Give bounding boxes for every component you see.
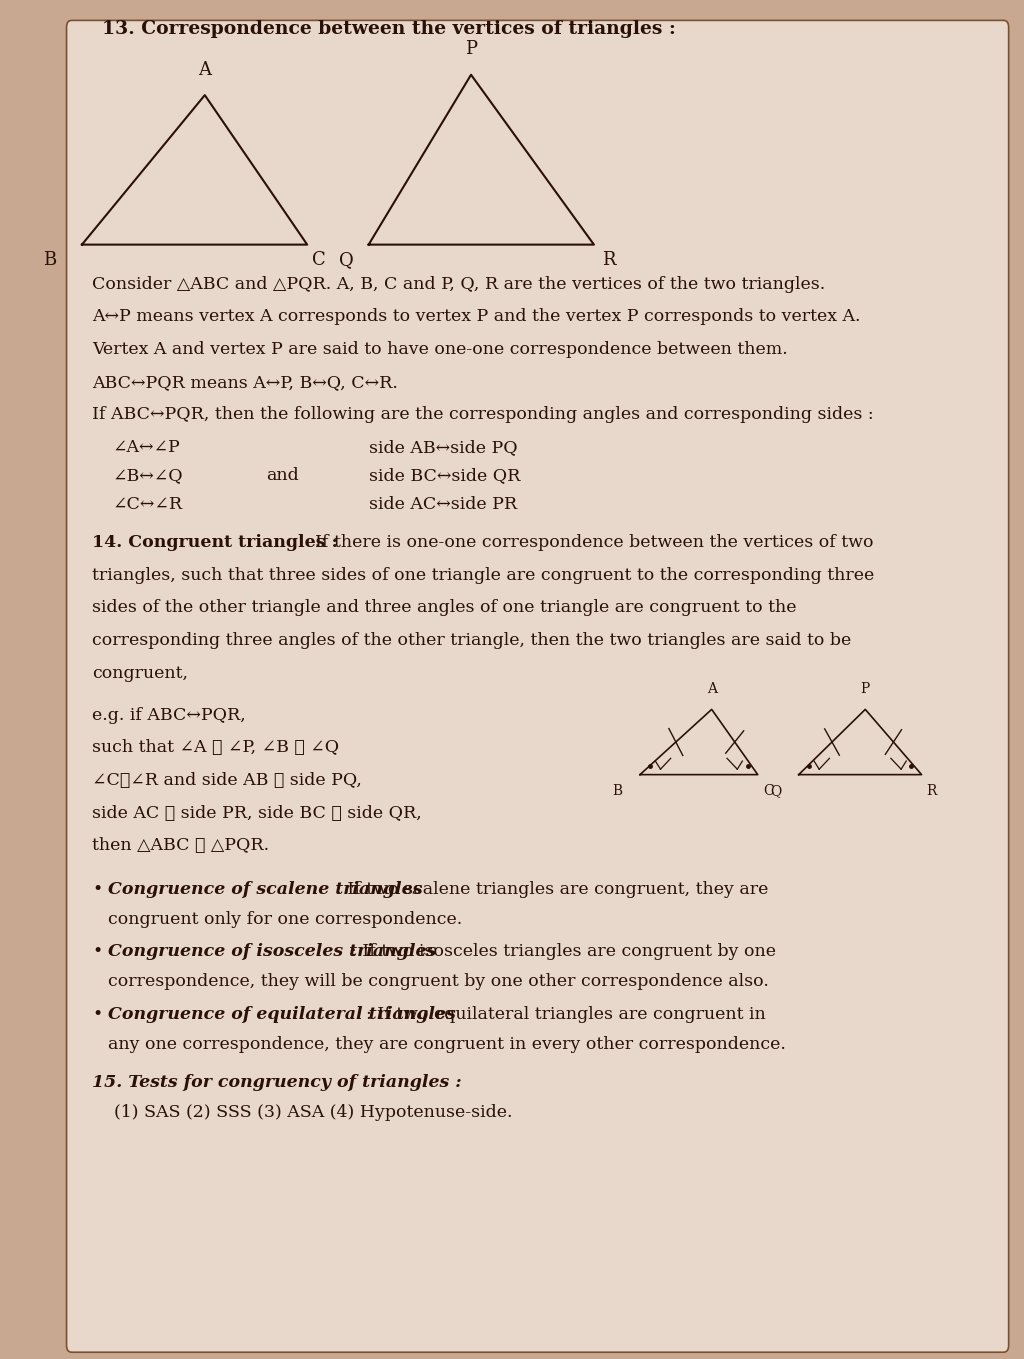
- Text: side AC↔side PR: side AC↔side PR: [369, 496, 517, 514]
- Text: ABC↔PQR means A↔P, B↔Q, C↔R.: ABC↔PQR means A↔P, B↔Q, C↔R.: [92, 374, 398, 391]
- Text: : If two equilateral triangles are congruent in: : If two equilateral triangles are congr…: [366, 1006, 765, 1023]
- Text: •: •: [92, 1006, 102, 1023]
- Text: Congruence of isosceles triangles: Congruence of isosceles triangles: [108, 943, 436, 961]
- Text: If ABC↔PQR, then the following are the corresponding angles and corresponding si: If ABC↔PQR, then the following are the c…: [92, 406, 873, 424]
- Text: : If two isosceles triangles are congruent by one: : If two isosceles triangles are congrue…: [351, 943, 776, 961]
- Text: ∠A↔∠P: ∠A↔∠P: [113, 439, 180, 457]
- Text: side AC ≅ side PR, side BC ≅ side QR,: side AC ≅ side PR, side BC ≅ side QR,: [92, 805, 422, 822]
- Text: Q: Q: [770, 784, 781, 798]
- Text: : If two scalene triangles are congruent, they are: : If two scalene triangles are congruent…: [336, 881, 768, 898]
- Text: congruent,: congruent,: [92, 665, 188, 682]
- Text: (1) SAS (2) SSS (3) ASA (4) Hypotenuse-side.: (1) SAS (2) SSS (3) ASA (4) Hypotenuse-s…: [92, 1104, 513, 1121]
- Text: A: A: [707, 682, 717, 696]
- Text: side BC↔side QR: side BC↔side QR: [369, 467, 520, 485]
- Text: •: •: [92, 881, 102, 898]
- Text: sides of the other triangle and three angles of one triangle are congruent to th: sides of the other triangle and three an…: [92, 599, 797, 617]
- Text: C: C: [312, 251, 326, 269]
- Text: and: and: [266, 467, 299, 485]
- Text: triangles, such that three sides of one triangle are congruent to the correspond: triangles, such that three sides of one …: [92, 567, 874, 584]
- Text: ∠C↔∠R: ∠C↔∠R: [113, 496, 182, 514]
- Text: Congruence of equilateral triangles: Congruence of equilateral triangles: [108, 1006, 456, 1023]
- Text: 15. Tests for congruency of triangles :: 15. Tests for congruency of triangles :: [92, 1074, 462, 1091]
- Text: Congruence of scalene triangles: Congruence of scalene triangles: [108, 881, 422, 898]
- Text: e.g. if ABC↔PQR,: e.g. if ABC↔PQR,: [92, 707, 246, 724]
- Text: any one correspondence, they are congruent in every other correspondence.: any one correspondence, they are congrue…: [108, 1036, 785, 1053]
- Text: Consider △ABC and △PQR. A, B, C and P, Q, R are the vertices of the two triangle: Consider △ABC and △PQR. A, B, C and P, Q…: [92, 276, 825, 294]
- Text: B: B: [612, 784, 623, 798]
- Text: side AB↔side PQ: side AB↔side PQ: [369, 439, 517, 457]
- Text: then △ABC ≅ △PQR.: then △ABC ≅ △PQR.: [92, 837, 269, 855]
- Text: P: P: [860, 682, 870, 696]
- Text: •: •: [92, 943, 102, 961]
- FancyBboxPatch shape: [67, 20, 1009, 1352]
- Text: P: P: [465, 41, 477, 58]
- Text: Q: Q: [339, 251, 353, 269]
- Text: B: B: [43, 251, 56, 269]
- Text: 13. Correspondence between the vertices of triangles :: 13. Correspondence between the vertices …: [102, 20, 676, 38]
- Text: such that ∠A ≅ ∠P, ∠B ≅ ∠Q: such that ∠A ≅ ∠P, ∠B ≅ ∠Q: [92, 739, 339, 757]
- Text: R: R: [602, 251, 615, 269]
- Text: ∠C≅∠R and side AB ≅ side PQ,: ∠C≅∠R and side AB ≅ side PQ,: [92, 772, 362, 790]
- Text: A: A: [199, 61, 211, 79]
- Text: 14. Congruent triangles :: 14. Congruent triangles :: [92, 534, 344, 552]
- Text: correspondence, they will be congruent by one other correspondence also.: correspondence, they will be congruent b…: [108, 973, 768, 991]
- Text: If there is one-one correspondence between the vertices of two: If there is one-one correspondence betwe…: [315, 534, 873, 552]
- Text: corresponding three angles of the other triangle, then the two triangles are sai: corresponding three angles of the other …: [92, 632, 851, 650]
- Text: R: R: [927, 784, 937, 798]
- Text: congruent only for one correspondence.: congruent only for one correspondence.: [108, 911, 462, 928]
- Text: Vertex A and vertex P are said to have one-one correspondence between them.: Vertex A and vertex P are said to have o…: [92, 341, 787, 359]
- Text: ∠B↔∠Q: ∠B↔∠Q: [113, 467, 183, 485]
- Text: C: C: [763, 784, 773, 798]
- Text: A↔P means vertex A corresponds to vertex P and the vertex P corresponds to verte: A↔P means vertex A corresponds to vertex…: [92, 308, 860, 326]
